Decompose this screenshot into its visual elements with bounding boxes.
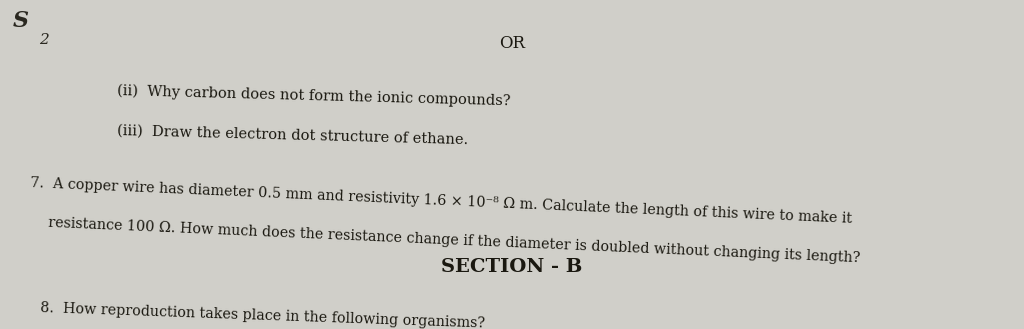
Text: 8.  How reproduction takes place in the following organisms?: 8. How reproduction takes place in the f… [41, 301, 485, 329]
Text: (ii)  Why carbon does not form the ionic compounds?: (ii) Why carbon does not form the ionic … [118, 84, 511, 109]
Text: resistance 100 Ω. How much does the resistance change if the diameter is doubled: resistance 100 Ω. How much does the resi… [30, 215, 860, 266]
Text: (iii)  Draw the electron dot structure of ethane.: (iii) Draw the electron dot structure of… [118, 123, 469, 146]
Text: SECTION - B: SECTION - B [441, 258, 583, 276]
Text: 7.  A copper wire has diameter 0.5 mm and resistivity 1.6 × 10⁻⁸ Ω m. Calculate : 7. A copper wire has diameter 0.5 mm and… [30, 176, 852, 226]
Text: S: S [12, 10, 29, 32]
Text: OR: OR [499, 35, 525, 52]
Text: 2: 2 [39, 33, 49, 47]
